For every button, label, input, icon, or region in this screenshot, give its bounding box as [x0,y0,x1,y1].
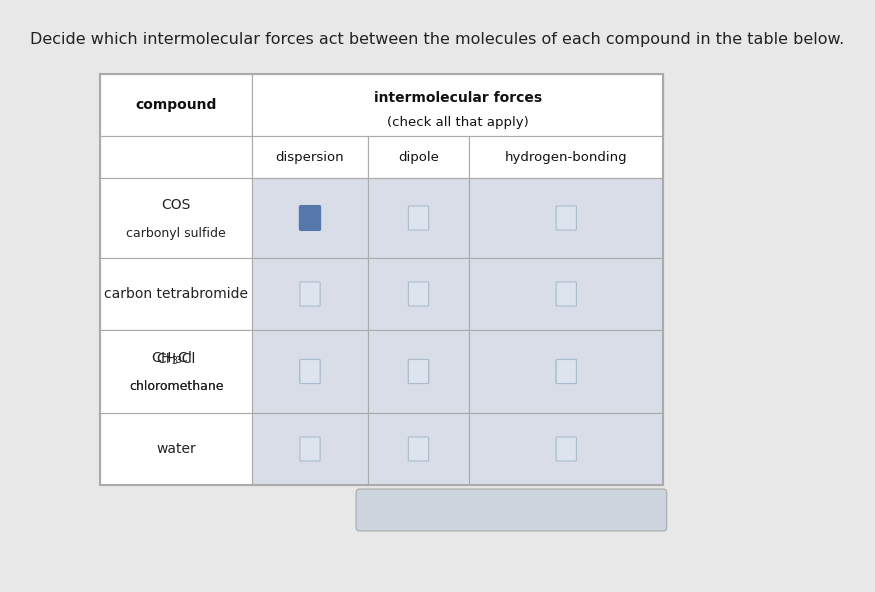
Bar [368,178,469,258]
Text: dipole: dipole [398,150,439,163]
Bar [469,330,663,413]
FancyBboxPatch shape [556,359,577,384]
FancyBboxPatch shape [356,489,667,531]
FancyBboxPatch shape [300,282,320,306]
Bar [100,330,252,413]
FancyBboxPatch shape [409,359,429,384]
Bar [368,136,469,178]
FancyBboxPatch shape [409,206,429,230]
Text: chloromethane: chloromethane [129,380,223,393]
FancyBboxPatch shape [300,437,320,461]
Bar [100,136,252,178]
Bar [100,258,252,330]
FancyBboxPatch shape [409,437,429,461]
FancyBboxPatch shape [300,359,320,384]
Bar [252,413,368,485]
Text: ×: × [419,501,434,519]
FancyBboxPatch shape [556,437,577,461]
Bar [100,413,252,485]
Text: carbon tetrabromide: carbon tetrabromide [104,287,248,301]
Bar [100,178,252,258]
Text: hydrogen-bonding: hydrogen-bonding [505,150,627,163]
Text: chloromethane: chloromethane [129,380,223,393]
Text: CH₃Cl: CH₃Cl [157,352,196,365]
Bar [100,74,663,485]
Text: (check all that apply): (check all that apply) [387,115,528,128]
Bar [252,74,663,136]
FancyBboxPatch shape [556,359,577,384]
FancyBboxPatch shape [409,282,429,306]
Bar [368,330,469,413]
Bar [252,258,368,330]
FancyBboxPatch shape [556,206,577,230]
FancyBboxPatch shape [409,359,429,384]
Text: carbonyl sulfide: carbonyl sulfide [126,227,226,240]
Bar [469,258,663,330]
Bar [469,413,663,485]
FancyBboxPatch shape [300,359,320,384]
Bar [252,330,368,413]
FancyBboxPatch shape [300,206,320,230]
Text: compound: compound [136,98,217,112]
Bar [252,136,368,178]
Bar [252,178,368,258]
Bar [469,136,663,178]
Text: intermolecular forces: intermolecular forces [374,91,542,105]
Text: ?: ? [604,501,613,519]
Bar [368,413,469,485]
Text: dispersion: dispersion [276,150,344,163]
Bar [100,74,252,136]
Text: Decide which intermolecular forces act between the molecules of each compound in: Decide which intermolecular forces act b… [31,32,844,47]
Bar [252,74,663,136]
Bar [100,330,252,413]
Bar [469,178,663,258]
Text: ↺: ↺ [510,501,525,519]
Text: water: water [157,442,196,456]
Bar [368,258,469,330]
Text: $\mathregular{CH_3Cl}$: $\mathregular{CH_3Cl}$ [151,350,192,367]
Text: COS: COS [162,198,191,212]
FancyBboxPatch shape [556,282,577,306]
